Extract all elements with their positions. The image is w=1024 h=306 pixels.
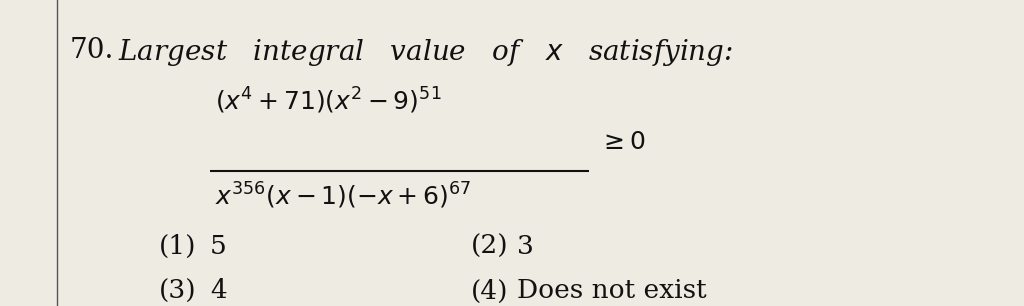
Text: (4): (4) (471, 278, 509, 304)
Text: $x^{356}(x-1)(-x+6)^{67}$: $x^{356}(x-1)(-x+6)^{67}$ (215, 181, 471, 211)
Text: Does not exist: Does not exist (517, 278, 707, 304)
Text: 5: 5 (210, 234, 226, 259)
Text: (2): (2) (471, 234, 509, 259)
Text: $\geq 0$: $\geq 0$ (599, 131, 646, 154)
Text: 4: 4 (210, 278, 226, 304)
Text: (1): (1) (159, 234, 197, 259)
Text: (3): (3) (159, 278, 197, 304)
Text: Largest   integral   value   of   $x$   satisfying:: Largest integral value of $x$ satisfying… (118, 37, 733, 68)
Text: 3: 3 (517, 234, 534, 259)
Text: $(x^4+71)(x^2-9)^{51}$: $(x^4+71)(x^2-9)^{51}$ (215, 86, 441, 116)
Text: 70.: 70. (70, 37, 114, 64)
